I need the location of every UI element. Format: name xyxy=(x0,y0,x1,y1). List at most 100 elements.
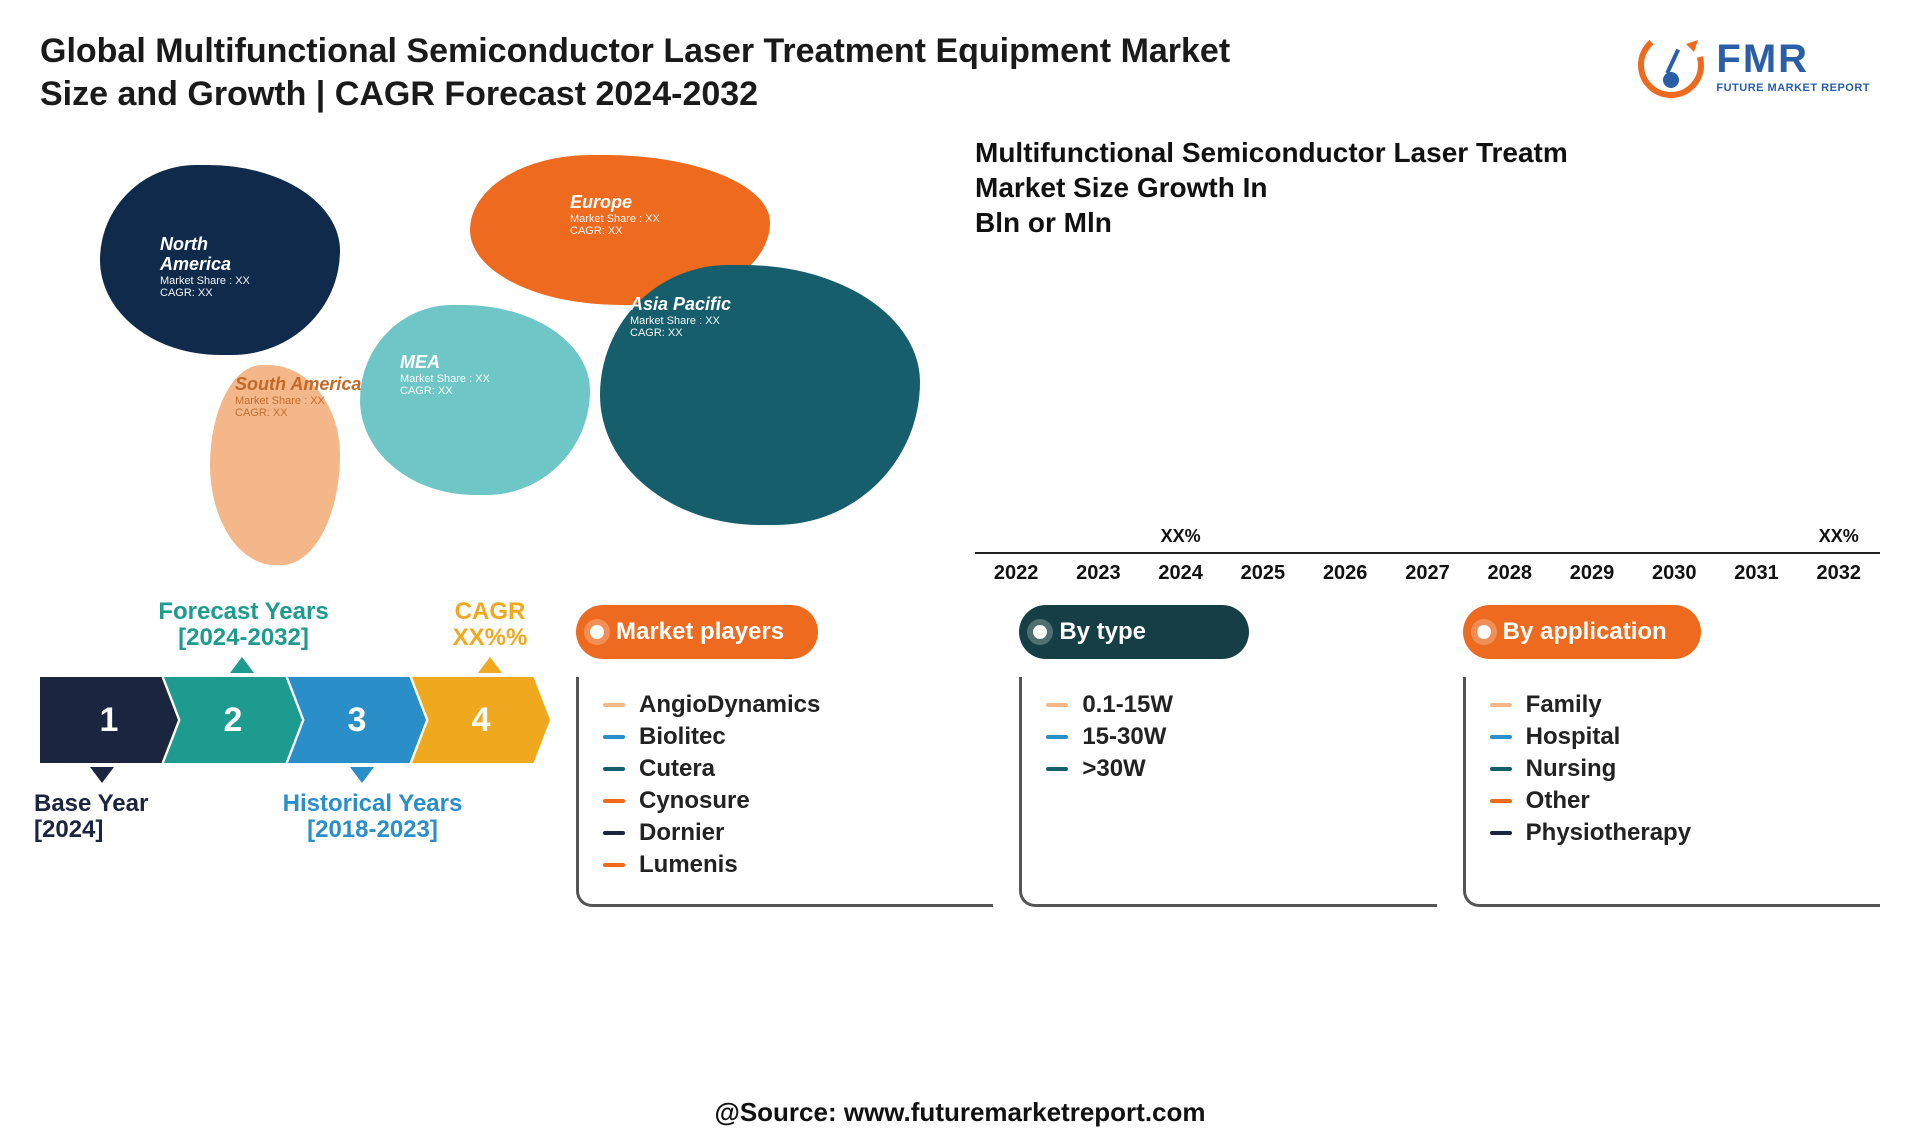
bullet-icon xyxy=(1490,831,1512,835)
map-region-label-north-america: NorthAmericaMarket Share : XXCAGR: XX xyxy=(160,235,250,299)
list-item: Cynosure xyxy=(603,787,993,815)
world-map: NorthAmericaMarket Share : XXCAGR: XXSou… xyxy=(40,135,945,565)
timeline-step-3: 3 xyxy=(288,677,426,763)
forecast-years-text: Forecast Years[2024-2032] xyxy=(156,599,331,652)
historical-years-label: Historical Years[2018-2023] xyxy=(270,791,475,844)
infographic-root: Global Multifunctional Semiconductor Las… xyxy=(0,0,1920,1146)
fmr-logo-text: FMR FUTURE MARKET REPORT xyxy=(1716,37,1870,94)
bullet-icon xyxy=(603,799,625,803)
fmr-logo: FMR FUTURE MARKET REPORT xyxy=(1636,30,1880,100)
title-line-2: Size and Growth | CAGR Forecast 2024-203… xyxy=(40,75,758,113)
list-item-label: Physiotherapy xyxy=(1526,819,1691,847)
header: Global Multifunctional Semiconductor Las… xyxy=(40,30,1880,115)
list-item: Physiotherapy xyxy=(1490,819,1880,847)
market-players-pill: Market players xyxy=(576,605,818,659)
bullet-icon xyxy=(1490,767,1512,771)
list-item: Dornier xyxy=(603,819,993,847)
list-item: >30W xyxy=(1046,755,1436,783)
bottom-row: Forecast Years[2024-2032] CAGRXX%% Base … xyxy=(40,605,1880,907)
list-item-label: Other xyxy=(1526,787,1590,815)
list-item-label: Family xyxy=(1526,691,1602,719)
map-region-label-mea: MEAMarket Share : XXCAGR: XX xyxy=(400,353,490,397)
title-line-1: Global Multifunctional Semiconductor Las… xyxy=(40,32,1230,70)
bullet-icon xyxy=(1046,735,1068,739)
bar-year-label-2024: 2024 xyxy=(1144,562,1218,585)
fmr-logo-sub: FUTURE MARKET REPORT xyxy=(1716,82,1870,94)
list-item-label: AngioDynamics xyxy=(639,691,820,719)
list-item: Other xyxy=(1490,787,1880,815)
list-item-label: Nursing xyxy=(1526,755,1617,783)
bar-year-label-2026: 2026 xyxy=(1308,562,1382,585)
bullet-icon xyxy=(603,767,625,771)
bullet-icon xyxy=(1490,799,1512,803)
by-application-title: By application xyxy=(1503,618,1667,646)
timeline-step-2: 2 xyxy=(164,677,302,763)
list-item-label: Biolitec xyxy=(639,723,726,751)
historical-pointer-icon xyxy=(350,767,374,783)
list-item: Hospital xyxy=(1490,723,1880,751)
bar-year-label-2025: 2025 xyxy=(1226,562,1300,585)
bullet-icon xyxy=(603,831,625,835)
by-type-title: By type xyxy=(1059,618,1146,646)
cagr-text: CAGRXX%% xyxy=(430,599,550,652)
source-footer: @Source: www.futuremarketreport.com xyxy=(0,1097,1920,1128)
chart-title-line-2: Market Size Growth In xyxy=(975,172,1268,203)
list-item-label: 0.1-15W xyxy=(1082,691,1173,719)
market-players-segment: Market players AngioDynamics Biolitec Cute… xyxy=(576,605,993,907)
by-application-segment: By application Family Hospital Nursing Othe… xyxy=(1463,605,1880,907)
bullet-icon xyxy=(603,703,625,707)
list-item: Lumenis xyxy=(603,851,993,879)
historical-years-text: Historical Years[2018-2023] xyxy=(270,791,475,844)
forecast-years-label: Forecast Years[2024-2032] xyxy=(156,599,331,652)
list-item-label: Cynosure xyxy=(639,787,750,815)
bullet-icon xyxy=(1490,735,1512,739)
top-row: NorthAmericaMarket Share : XXCAGR: XXSou… xyxy=(40,135,1880,565)
pill-dot-icon xyxy=(590,625,604,639)
bullet-icon xyxy=(1490,703,1512,707)
bar-year-label-2028: 2028 xyxy=(1473,562,1547,585)
list-item-label: Cutera xyxy=(639,755,715,783)
bar-year-label-2027: 2027 xyxy=(1390,562,1464,585)
timeline-block: Forecast Years[2024-2032] CAGRXX%% Base … xyxy=(40,605,550,865)
pill-dot-icon xyxy=(1477,625,1491,639)
list-item: 15-30W xyxy=(1046,723,1436,751)
cagr-label: CAGRXX%% xyxy=(430,599,550,652)
list-item: Cutera xyxy=(603,755,993,783)
chart-title-line-1: Multifunctional Semiconductor Laser Trea… xyxy=(975,137,1568,168)
list-item-label: Dornier xyxy=(639,819,724,847)
forecast-pointer-icon xyxy=(230,657,254,673)
list-item-label: 15-30W xyxy=(1082,723,1166,751)
fmr-logo-icon xyxy=(1636,30,1706,100)
bar-year-label-2023: 2023 xyxy=(1061,562,1135,585)
chart-title-line-3: Bln or Mln xyxy=(975,207,1112,238)
timeline-step-1: 1 xyxy=(40,677,178,763)
bar-year-label-2022: 2022 xyxy=(979,562,1053,585)
title-block: Global Multifunctional Semiconductor Las… xyxy=(40,30,1636,115)
by-application-pill: By application xyxy=(1463,605,1701,659)
growth-bar-chart: Multifunctional Semiconductor Laser Trea… xyxy=(945,135,1880,565)
list-item: Family xyxy=(1490,691,1880,719)
chart-x-labels: 2022 2023 2024 2025 2026 2027 2028 2029 2030 2031… xyxy=(975,554,1880,585)
bar-year-label-2031: 2031 xyxy=(1719,562,1793,585)
list-item: Biolitec xyxy=(603,723,993,751)
market-players-title: Market players xyxy=(616,618,784,646)
by-application-list: Family Hospital Nursing Other Physiotherapy xyxy=(1463,677,1880,907)
market-players-list: AngioDynamics Biolitec Cutera Cynosure Dorni… xyxy=(576,677,993,907)
map-region-label-europe: EuropeMarket Share : XXCAGR: XX xyxy=(570,193,660,237)
bar-year-label-2029: 2029 xyxy=(1555,562,1629,585)
pill-dot-icon xyxy=(1033,625,1047,639)
list-item-label: Lumenis xyxy=(639,851,738,879)
list-item: AngioDynamics xyxy=(603,691,993,719)
base-year-label: Base Year[2024] xyxy=(34,791,174,844)
map-region-label-asia-pacific: Asia PacificMarket Share : XXCAGR: XX xyxy=(630,295,731,339)
bar-year-label-2030: 2030 xyxy=(1637,562,1711,585)
bullet-icon xyxy=(603,863,625,867)
chart-bars: XX%XX% xyxy=(975,254,1880,554)
chart-title: Multifunctional Semiconductor Laser Trea… xyxy=(975,135,1880,240)
bar-value-2032: XX% xyxy=(1819,526,1859,547)
by-type-pill: By type xyxy=(1019,605,1249,659)
base-year-pointer-icon xyxy=(90,767,114,783)
map-region-mea xyxy=(360,305,590,495)
page-title: Global Multifunctional Semiconductor Las… xyxy=(40,30,1636,115)
list-item-label: Hospital xyxy=(1526,723,1621,751)
